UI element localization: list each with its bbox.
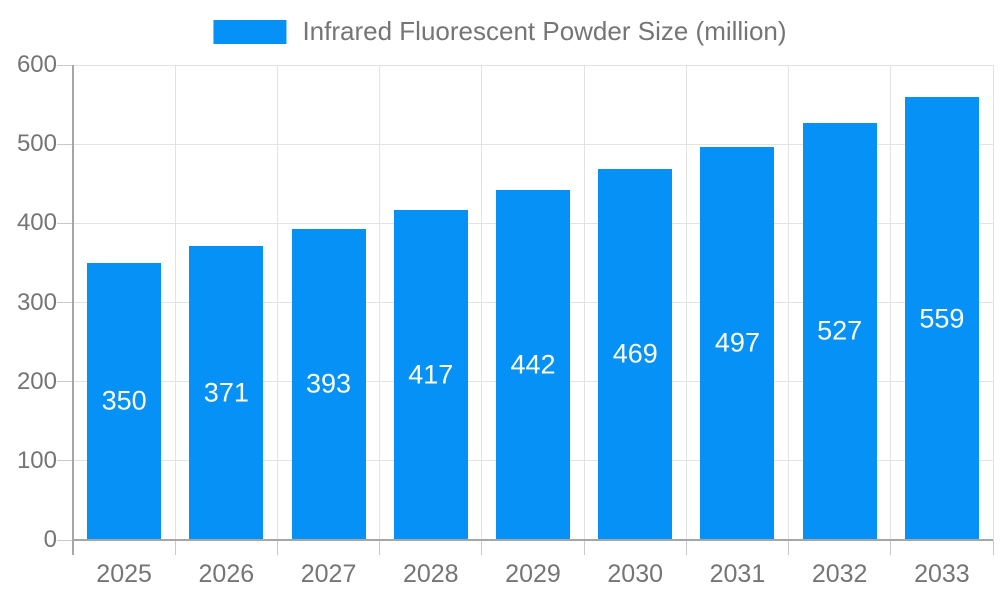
y-axis-line	[72, 65, 74, 555]
bar-value-label: 527	[817, 315, 863, 346]
x-axis-label: 2031	[709, 560, 766, 588]
y-tick	[57, 381, 73, 383]
x-gridline	[685, 65, 687, 540]
bar	[700, 146, 775, 540]
bar	[393, 209, 468, 540]
y-tick	[57, 302, 73, 303]
bar-value-label: 350	[101, 385, 147, 416]
x-tick	[276, 540, 278, 555]
bar-value-label: 371	[203, 377, 249, 408]
bar	[189, 246, 264, 540]
y-tick	[57, 539, 73, 541]
x-gridline	[890, 65, 892, 540]
y-gridline	[73, 143, 993, 145]
y-tick	[57, 143, 73, 145]
bar-value-label: 442	[510, 349, 556, 380]
x-axis-label: 2033	[914, 560, 970, 588]
legend-swatch[interactable]	[213, 19, 287, 44]
y-axis-label: 400	[16, 209, 57, 237]
x-tick	[992, 540, 994, 555]
bar	[598, 168, 673, 540]
x-tick	[583, 540, 585, 555]
x-tick	[685, 540, 687, 555]
y-axis-label: 500	[16, 130, 57, 158]
x-tick	[788, 540, 790, 555]
x-axis-label: 2029	[505, 560, 561, 588]
x-gridline	[481, 65, 483, 540]
y-tick	[57, 64, 73, 66]
bar-value-label: 393	[306, 368, 352, 399]
y-axis-label: 0	[43, 526, 57, 553]
bar	[291, 228, 366, 540]
x-axis-line	[72, 539, 993, 541]
y-axis-label: 600	[16, 51, 57, 78]
x-gridline	[379, 65, 381, 540]
y-axis-label: 300	[16, 288, 57, 316]
bar-value-label: 497	[714, 327, 760, 358]
bar-value-label: 469	[612, 338, 658, 369]
x-gridline	[788, 65, 790, 540]
x-tick	[174, 540, 176, 555]
x-tick	[481, 540, 483, 555]
y-axis-label: 200	[16, 367, 57, 395]
x-gridline	[583, 65, 585, 540]
bar	[904, 97, 979, 540]
bar-value-label: 417	[408, 359, 454, 390]
y-tick	[57, 460, 73, 462]
bar-value-label: 559	[919, 303, 965, 334]
x-tick	[890, 540, 892, 555]
x-tick	[379, 540, 381, 555]
x-axis-label: 2025	[96, 560, 152, 588]
legend-label: Infrared Fluorescent Powder Size (millio…	[302, 16, 787, 46]
bar	[496, 190, 570, 540]
y-axis-label: 100	[16, 446, 57, 474]
x-gridline	[992, 65, 994, 540]
bar	[87, 262, 162, 540]
bar	[802, 122, 877, 540]
x-gridline	[174, 65, 176, 540]
x-axis-label: 2032	[811, 560, 868, 588]
x-axis-label: 2026	[198, 560, 255, 588]
legend[interactable]: Infrared Fluorescent Powder Size (millio…	[213, 16, 787, 47]
y-tick	[57, 222, 73, 224]
y-gridline	[73, 64, 993, 66]
x-gridline	[276, 65, 278, 540]
x-axis-label: 2030	[607, 560, 664, 588]
x-axis-label: 2027	[300, 560, 357, 588]
x-axis-label: 2028	[402, 560, 459, 588]
